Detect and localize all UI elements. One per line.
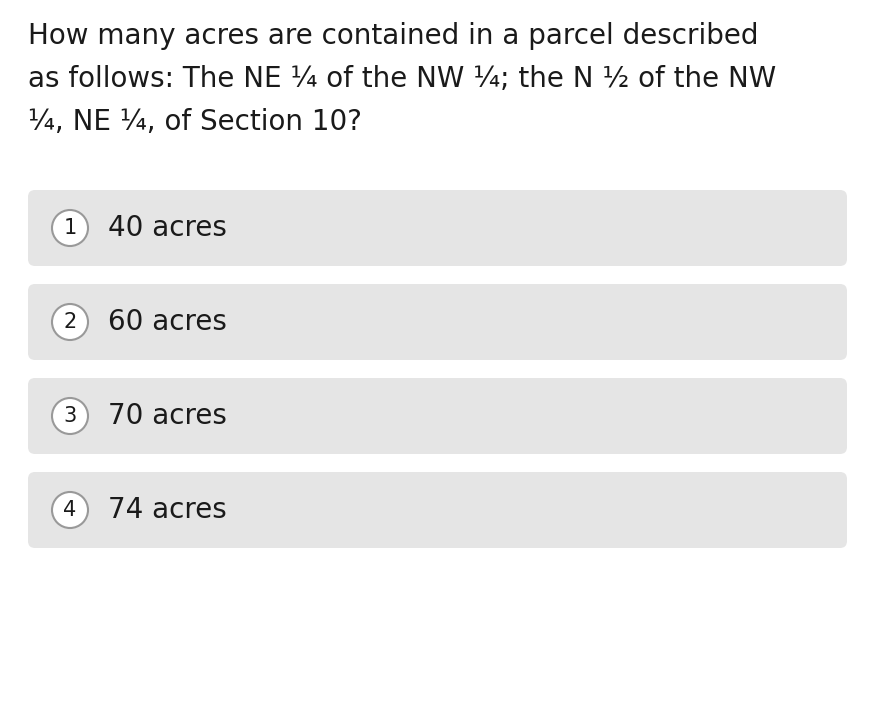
Text: 3: 3 (63, 406, 77, 426)
Text: 1: 1 (63, 218, 77, 238)
Text: 60 acres: 60 acres (108, 308, 227, 336)
FancyBboxPatch shape (28, 472, 847, 548)
Text: 4: 4 (63, 500, 77, 520)
Circle shape (52, 492, 88, 528)
Text: 40 acres: 40 acres (108, 214, 227, 242)
Text: ¼, NE ¼, of Section 10?: ¼, NE ¼, of Section 10? (28, 108, 362, 136)
Circle shape (52, 398, 88, 434)
Circle shape (52, 210, 88, 246)
Text: How many acres are contained in a parcel described: How many acres are contained in a parcel… (28, 22, 759, 50)
FancyBboxPatch shape (28, 284, 847, 360)
FancyBboxPatch shape (28, 190, 847, 266)
FancyBboxPatch shape (28, 378, 847, 454)
Text: 2: 2 (63, 312, 77, 332)
Text: 74 acres: 74 acres (108, 496, 227, 524)
Circle shape (52, 304, 88, 340)
Text: as follows: The NE ¼ of the NW ¼; the N ½ of the NW: as follows: The NE ¼ of the NW ¼; the N … (28, 65, 776, 93)
Text: 70 acres: 70 acres (108, 402, 227, 430)
